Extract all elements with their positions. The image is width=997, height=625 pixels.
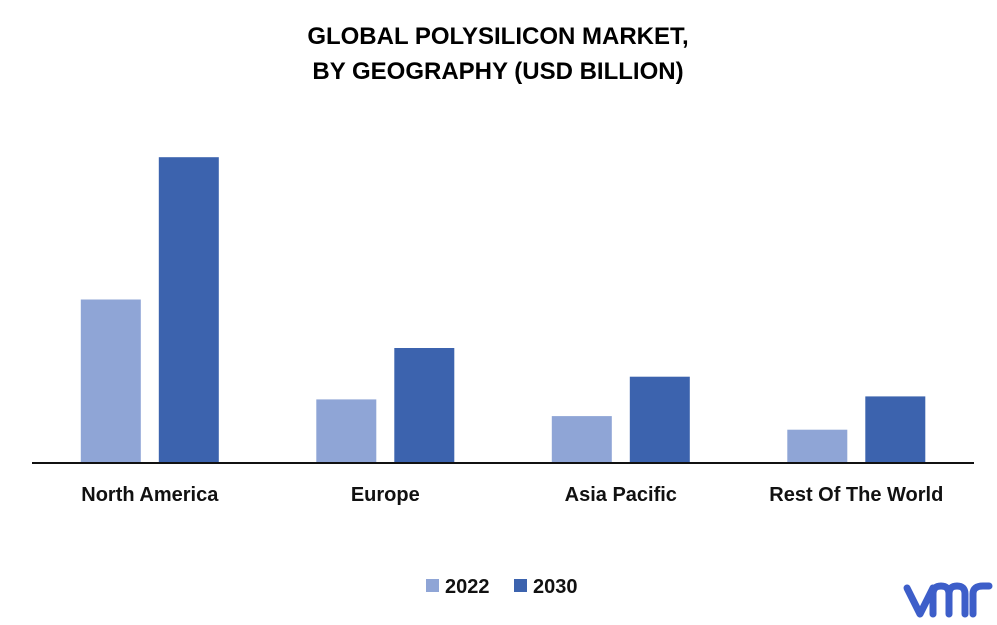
x-tick-label-rest-of-the-world: Rest Of The World <box>769 484 943 506</box>
bar-rest-of-the-world-2022 <box>787 429 848 463</box>
bar-europe-2022 <box>316 399 377 463</box>
bars-group <box>80 157 926 463</box>
x-tick-labels: North America Europe Asia Pacific Rest Of T… <box>81 484 943 506</box>
chart-title-line-2: BY GEOGRAPHY (USD BILLION) <box>312 58 683 85</box>
chart-title-line-1: GLOBAL POLYSILICON MARKET, <box>307 23 688 50</box>
x-tick-label-europe: Europe <box>351 484 420 506</box>
legend-label-2030: 2030 <box>533 576 578 598</box>
legend: 2022 2030 <box>426 576 578 598</box>
legend-label-2022: 2022 <box>445 576 490 598</box>
bar-rest-of-the-world-2030 <box>865 396 926 463</box>
bar-europe-2030 <box>394 348 455 463</box>
bar-north-america-2030 <box>158 157 219 463</box>
legend-swatch-2030 <box>514 579 527 592</box>
legend-swatch-2022 <box>426 579 439 592</box>
vmr-logo <box>903 582 993 618</box>
x-tick-label-north-america: North America <box>81 484 219 506</box>
x-tick-label-asia-pacific: Asia Pacific <box>565 484 677 506</box>
vmr-logo-mark <box>903 582 993 618</box>
bar-asia-pacific-2030 <box>629 376 690 463</box>
bar-north-america-2022 <box>80 299 141 463</box>
bar-asia-pacific-2022 <box>551 416 612 463</box>
